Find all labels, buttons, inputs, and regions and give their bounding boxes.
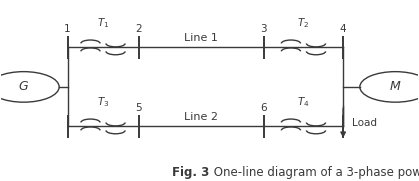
Text: $T_2$: $T_2$ bbox=[297, 16, 310, 30]
Text: Fig. 3: Fig. 3 bbox=[172, 166, 210, 179]
Text: $T_4$: $T_4$ bbox=[297, 96, 310, 109]
Text: $T_1$: $T_1$ bbox=[97, 16, 109, 30]
Text: 6: 6 bbox=[261, 103, 267, 113]
Text: 2: 2 bbox=[135, 24, 142, 33]
Text: Load: Load bbox=[352, 118, 378, 128]
Text: 5: 5 bbox=[135, 103, 142, 113]
Text: 3: 3 bbox=[261, 24, 267, 33]
Text: Line 1: Line 1 bbox=[184, 33, 218, 43]
Text: One-line diagram of a 3-phase power system: One-line diagram of a 3-phase power syst… bbox=[210, 166, 419, 179]
Text: $T_3$: $T_3$ bbox=[97, 96, 109, 109]
Text: Line 2: Line 2 bbox=[184, 112, 218, 122]
Text: $M$: $M$ bbox=[389, 80, 401, 93]
Text: 1: 1 bbox=[64, 24, 71, 33]
Text: $G$: $G$ bbox=[18, 80, 29, 93]
Text: 4: 4 bbox=[340, 24, 347, 33]
